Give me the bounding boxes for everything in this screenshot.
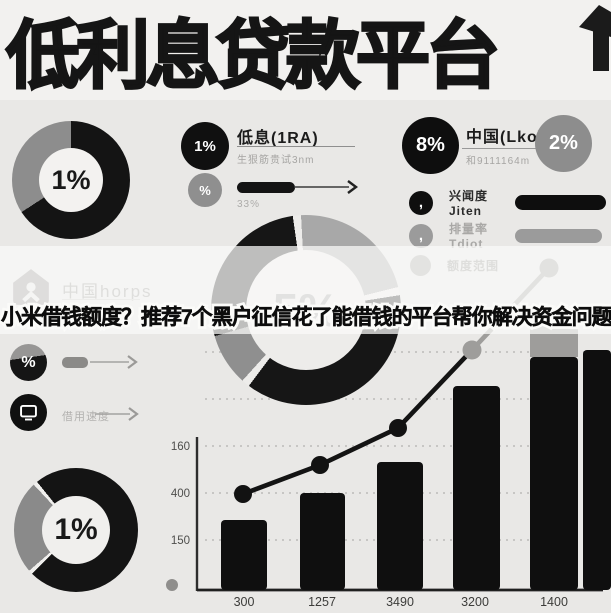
- donut-value: 1%: [39, 148, 103, 212]
- y-tick-label: 400: [171, 488, 190, 500]
- trend-line-black: [242, 348, 474, 497]
- bar: [583, 350, 611, 590]
- trend-dot: [311, 456, 329, 474]
- banner-headline-text: 小米借钱额度？推荐7个黑户征信花了能借钱的平台帮你解决资金问题: [1, 306, 611, 330]
- stat-subtitle: 生狠筋贵试3nm: [237, 155, 315, 166]
- stat-subtitle: 和9111164m: [466, 156, 531, 167]
- trend-dot-gray: [462, 340, 482, 360]
- stat-title: 低息(1RA): [237, 130, 319, 147]
- stat-badge-8pct: 8%: [402, 117, 459, 174]
- banner-headline-outline: 小米借钱额度？推荐7个黑户征信花了能借钱的平台帮你解决资金问题: [0, 303, 611, 332]
- arrow-right-icon: [294, 180, 358, 194]
- percent-badge: %: [188, 173, 222, 207]
- x-axis-label: 1257: [308, 595, 336, 609]
- donut-chart-bottom-left: 1%: [14, 468, 138, 592]
- clipped-glyph-fragment: [579, 5, 611, 71]
- monitor-circle: [10, 394, 47, 431]
- bar: [530, 357, 578, 590]
- value-bar: [515, 228, 602, 243]
- banner-band: [0, 246, 611, 334]
- legend-label: 兴闻度 Jiten: [449, 189, 489, 218]
- progress-pill: [62, 357, 88, 368]
- bar: [377, 462, 423, 590]
- title-band: [0, 0, 611, 100]
- arrow-right-icon: [90, 355, 138, 369]
- progress-pill: [237, 182, 295, 193]
- comma-icon: ,: [409, 190, 433, 215]
- bar: [453, 386, 500, 590]
- percent-circle-icon: %: [10, 344, 47, 381]
- bar: [300, 493, 345, 590]
- divider: [237, 146, 355, 147]
- donut-value: 1%: [42, 496, 110, 564]
- monitor-icon: [20, 404, 37, 421]
- x-axis-label: 3200: [461, 595, 489, 609]
- stat-caption: 33%: [237, 199, 261, 210]
- page-title: 低利息贷款平台: [5, 13, 502, 99]
- y-tick-label: 160: [171, 441, 190, 453]
- y-tick-label: 150: [171, 535, 190, 547]
- comma-icon: ,: [409, 223, 433, 248]
- trend-dot: [389, 419, 407, 437]
- donut-chart-top-left: 1%: [12, 121, 130, 239]
- divider: [462, 148, 562, 149]
- value-bar: [515, 195, 606, 210]
- trend-dot: [234, 485, 252, 503]
- stat-badge-2pct: 2%: [535, 115, 592, 172]
- legend-row: , 兴闻度 Jiten: [409, 187, 606, 218]
- x-axis-label: 3490: [386, 595, 414, 609]
- x-axis-label: 1400: [540, 595, 568, 609]
- stat-badge-1pct: 1%: [181, 122, 229, 170]
- bar: [221, 520, 267, 590]
- x-axis-label: 300: [234, 595, 255, 609]
- stat-title: 中国(Lko): [466, 129, 545, 146]
- arrow-right-icon: [95, 407, 139, 421]
- origin-dot: [166, 579, 178, 591]
